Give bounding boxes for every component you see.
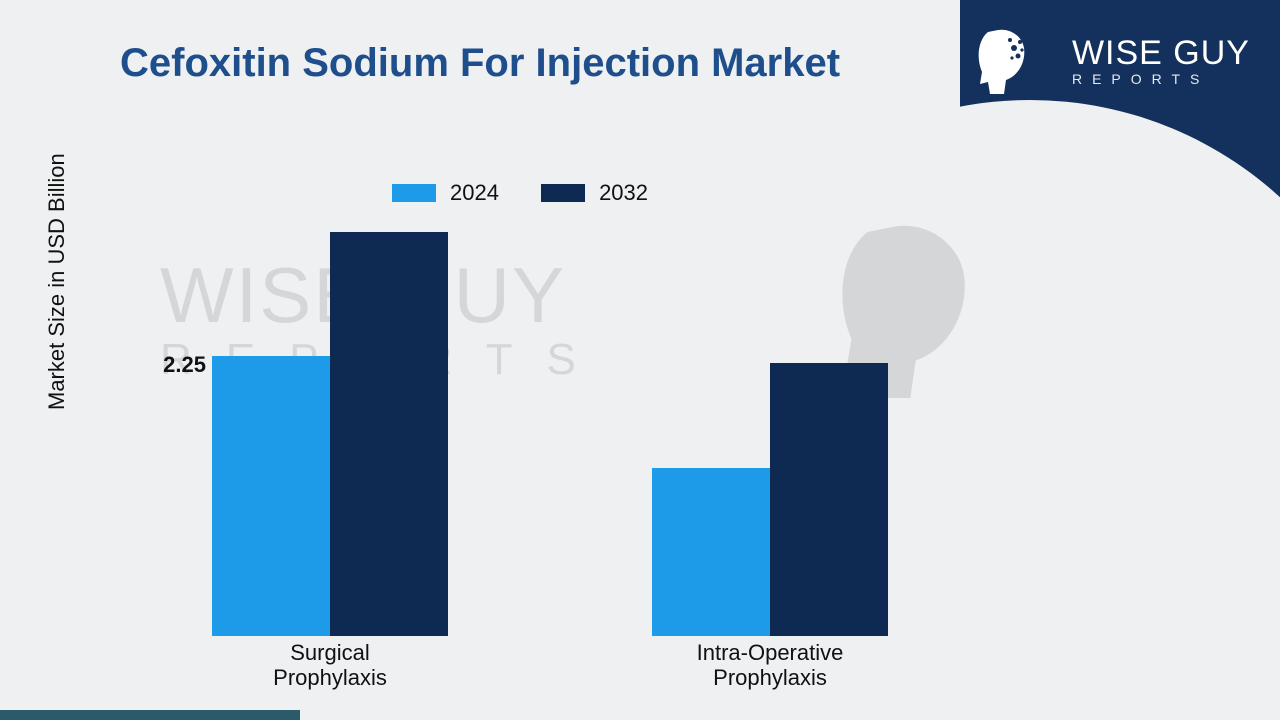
brand-logo: WISE GUY REPORTS [1072,34,1250,87]
bar-chart: Market Size in USD Billion 2024 2032 2.2… [100,180,940,690]
bar-surgical-2024: 2.25 [212,356,330,636]
bottom-accent-bar [0,710,300,720]
category-label-surgical: Surgical Prophylaxis [210,636,450,691]
bar-value-surgical-2024: 2.25 [163,352,206,378]
category-line1: Intra-Operative [697,640,844,665]
bar-intraop-2024 [652,468,770,636]
chart-title: Cefoxitin Sodium For Injection Market [120,40,860,86]
bar-intraop-2032 [770,363,888,636]
category-line2: Prophylaxis [273,665,387,690]
legend-label-2024: 2024 [450,180,499,206]
legend-swatch-2032 [541,184,585,202]
category-label-intraop: Intra-Operative Prophylaxis [650,636,890,691]
infographic-canvas: WISE GUY REPORTS Cefoxitin Sodium For In… [0,0,1280,720]
category-line2: Prophylaxis [713,665,827,690]
legend-swatch-2024 [392,184,436,202]
y-axis-label: Market Size in USD Billion [44,153,70,410]
brand-subtitle: REPORTS [1072,71,1250,87]
bar-surgical-2032 [330,232,448,636]
chart-legend: 2024 2032 [100,180,940,208]
plot-area: 2.25 Surgical Prophylaxis Intra-Operativ… [100,226,940,636]
legend-label-2032: 2032 [599,180,648,206]
brand-name: WISE GUY [1072,34,1250,73]
category-line1: Surgical [290,640,369,665]
brand-head-icon [974,28,1030,98]
legend-item-2024: 2024 [392,180,499,206]
legend-item-2032: 2032 [541,180,648,206]
